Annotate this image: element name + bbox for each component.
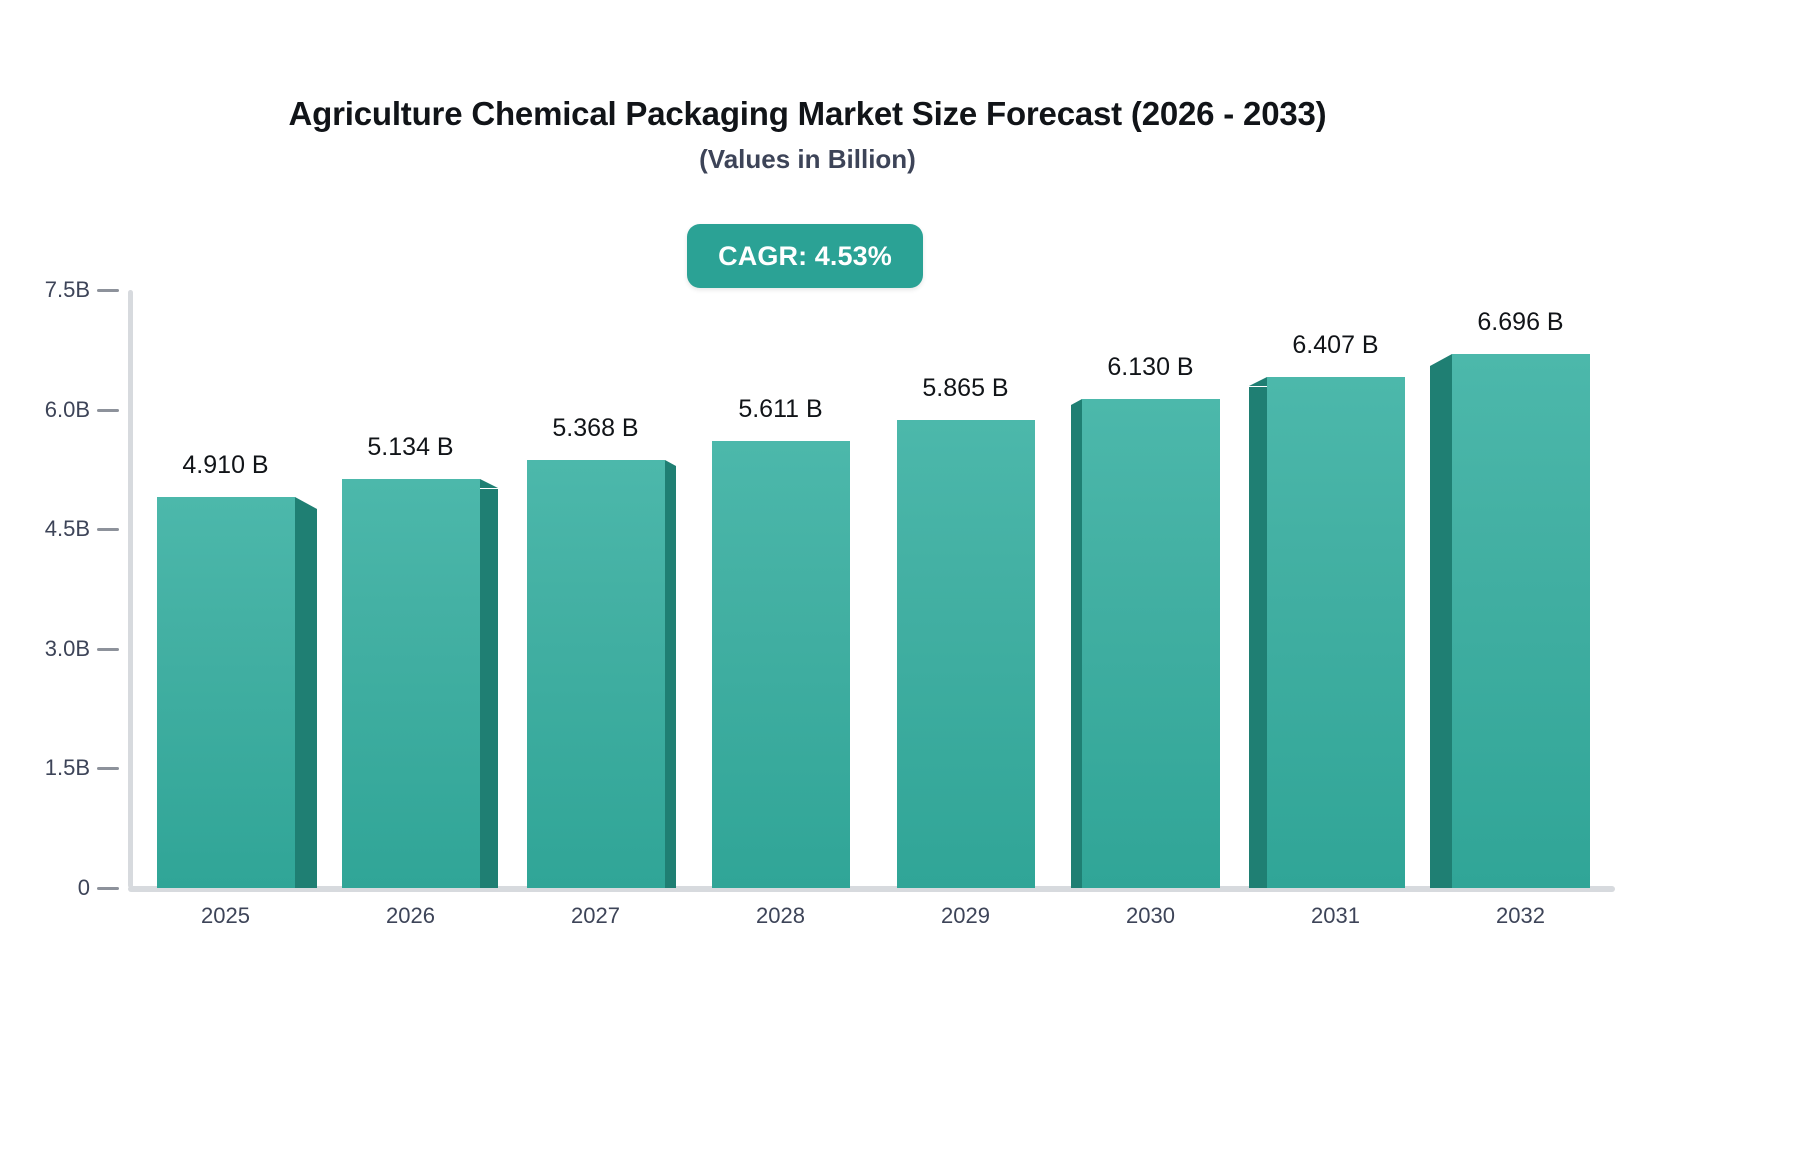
x-axis-label-2028: 2028: [756, 903, 805, 928]
x-axis-label-2027: 2027: [571, 903, 620, 928]
bar-side-bevel: [479, 478, 498, 488]
y-axis-tick-label: 3.0B: [44, 635, 90, 661]
bar-side-bevel: [1248, 377, 1267, 387]
y-axis-tick-label: 0: [77, 875, 90, 900]
bar-value-label: 5.611 B: [738, 394, 823, 423]
y-axis-tick-label: 7.5B: [44, 277, 90, 302]
bar-side-bevel: [1429, 354, 1452, 367]
x-axis-label-2026: 2026: [386, 903, 435, 928]
bar-side-face: [1429, 366, 1452, 888]
cagr-badge: CAGR: 4.53%: [687, 224, 923, 288]
bar-front-face: [1081, 399, 1220, 888]
chart-subtitle: (Values in Billion): [699, 144, 916, 174]
bar-side-bevel: [294, 496, 317, 509]
y-axis-tick-label: 6.0B: [44, 396, 90, 422]
bar-2029[interactable]: [896, 420, 1035, 888]
y-axis-tick: [97, 289, 119, 292]
x-axis-label-2030: 2030: [1126, 903, 1175, 928]
y-axis-line: [128, 290, 133, 888]
bar-front-face: [896, 420, 1035, 888]
x-axis-label-2025: 2025: [201, 903, 250, 928]
bar-2026[interactable]: [341, 478, 498, 888]
bar-side-face: [294, 508, 317, 888]
bar-side-face: [664, 466, 676, 888]
y-axis-tick: [97, 767, 119, 771]
bar-value-label: 5.865 B: [922, 374, 1009, 403]
bar-side-face: [479, 488, 498, 888]
bar-value-label: 6.696 B: [1477, 308, 1564, 337]
page-title: Agriculture Chemical Packaging Market Si…: [288, 95, 1327, 132]
x-axis-line: [128, 886, 1615, 892]
y-axis-tick-label: 1.5B: [44, 755, 90, 781]
bar-front-face: [341, 478, 480, 888]
bar-2030[interactable]: [1070, 399, 1220, 888]
bar-2028[interactable]: [711, 440, 850, 888]
bar-front-face: [1266, 377, 1405, 888]
y-axis-tick: [97, 647, 119, 651]
y-axis-tick: [97, 408, 119, 412]
bar-front-face: [711, 440, 850, 888]
y-axis-tick: [97, 528, 119, 532]
bar-side-face: [1248, 387, 1267, 888]
x-axis-label-2029: 2029: [941, 903, 990, 928]
bar-2027[interactable]: [526, 459, 676, 888]
bar-2031[interactable]: [1248, 377, 1405, 888]
bar-value-label: 6.407 B: [1292, 331, 1379, 360]
x-axis-label-2032: 2032: [1496, 903, 1545, 928]
bar-value-label: 5.134 B: [367, 432, 454, 461]
cagr-badge-label: CAGR: 4.53%: [718, 240, 892, 271]
y-axis-tick: [97, 887, 119, 890]
bar-front-face: [1451, 354, 1590, 888]
bar-2032[interactable]: [1429, 354, 1590, 888]
bar-2025[interactable]: [156, 496, 317, 888]
x-axis-label-2031: 2031: [1311, 903, 1360, 928]
bar-side-bevel: [1070, 399, 1082, 406]
bar-front-face: [526, 459, 665, 888]
y-axis-tick-label: 4.5B: [44, 516, 90, 542]
title-block: Agriculture Chemical Packaging Market Si…: [0, 92, 1615, 176]
bar-side-bevel: [664, 459, 676, 466]
bar-side-face: [1070, 405, 1082, 888]
bar-value-label: 6.130 B: [1107, 353, 1194, 382]
bar-front-face: [156, 496, 295, 888]
bar-value-label: 5.368 B: [552, 413, 639, 442]
bar-value-label: 4.910 B: [182, 450, 269, 479]
